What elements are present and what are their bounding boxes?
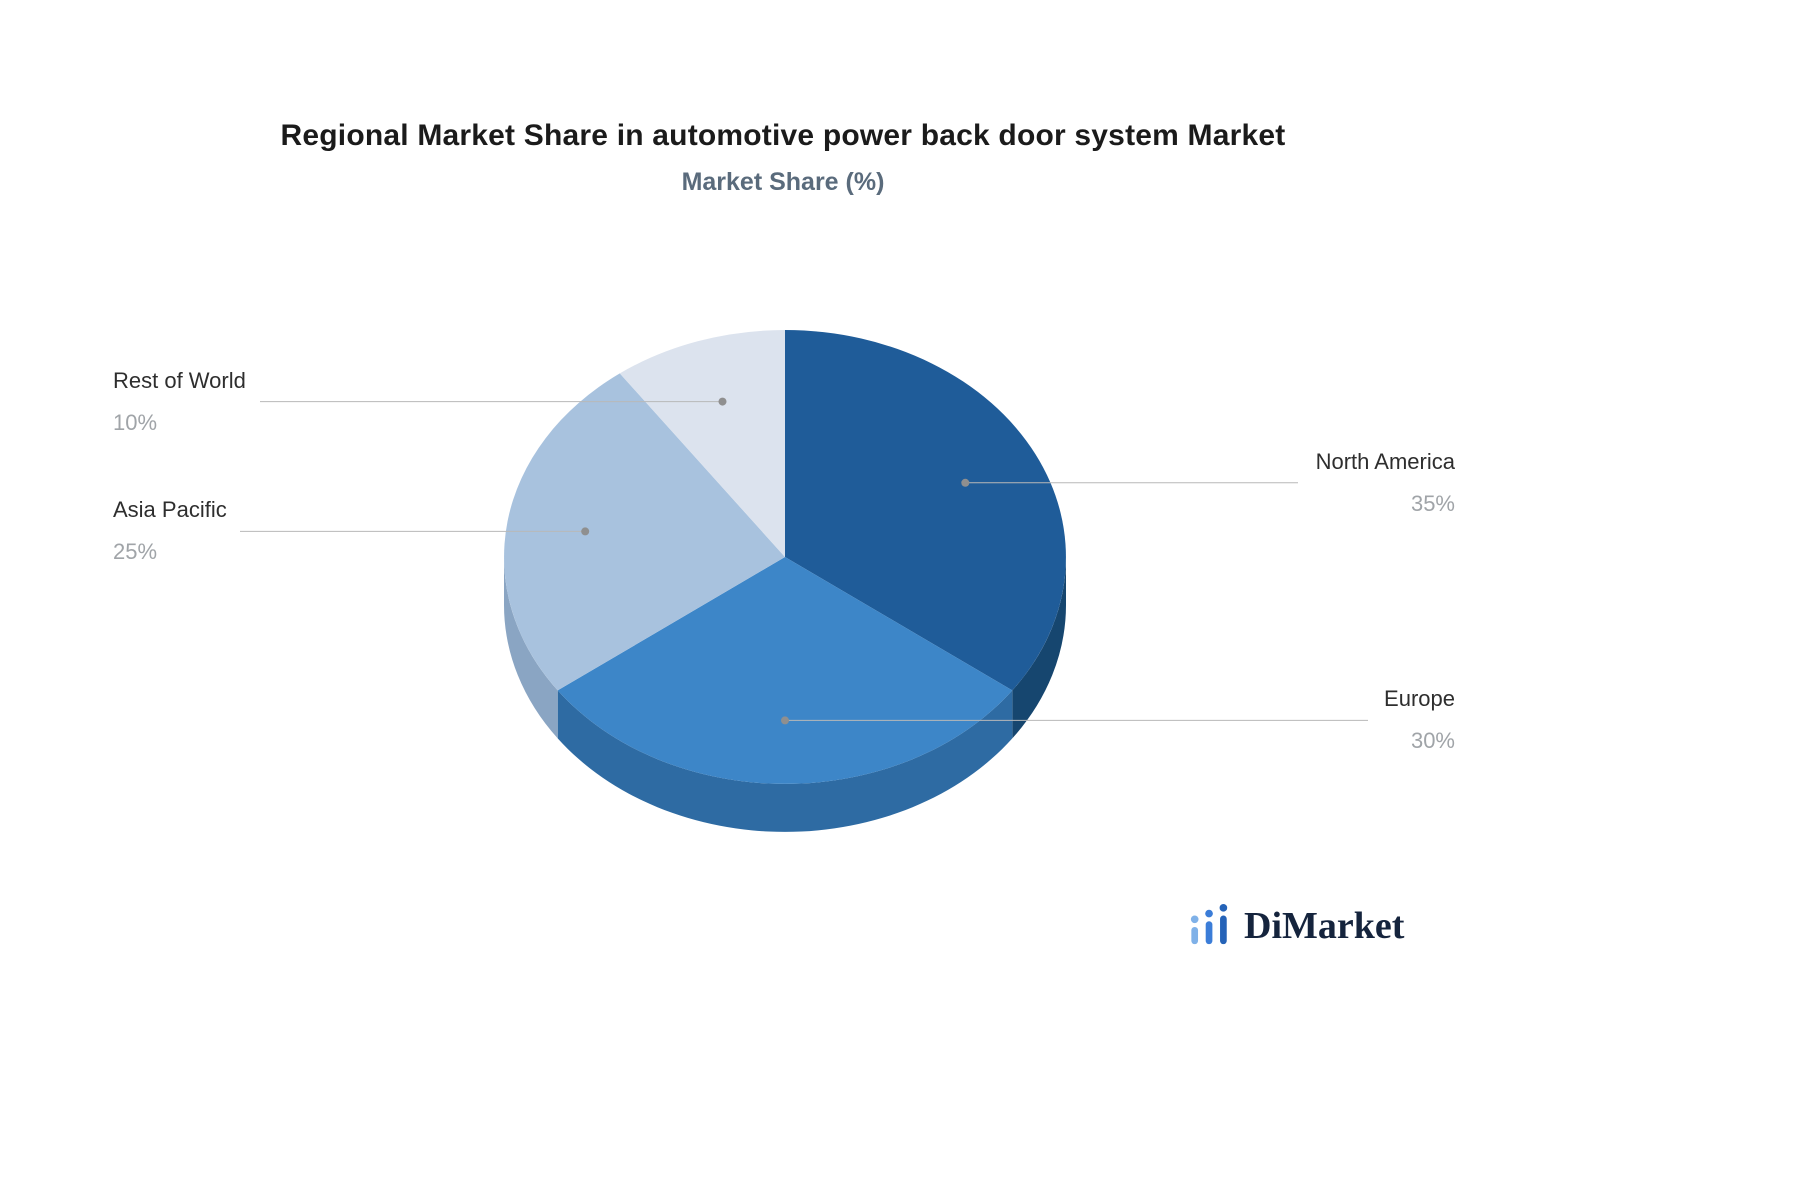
pie-slice-asia-pacific[interactable] bbox=[504, 373, 785, 691]
pie-slice-depth-north-america bbox=[1012, 557, 1066, 739]
pie-slice-depth-europe bbox=[557, 690, 1013, 832]
slice-anchor-dot-europe bbox=[781, 716, 789, 725]
slice-value-north-america: 35% bbox=[1410, 490, 1455, 516]
pie-slice-depth-asia-pacific bbox=[504, 557, 558, 739]
slice-anchor-dot-asia-pacific bbox=[581, 527, 590, 536]
slice-anchor-dot-north-america bbox=[961, 478, 970, 487]
slice-label-group-asia-pacific: Asia Pacific 25% bbox=[113, 497, 473, 565]
slice-value-rest-of-world: 10% bbox=[113, 409, 158, 435]
pie-slice-europe[interactable] bbox=[557, 557, 1013, 784]
pie-slice-north-america[interactable] bbox=[785, 330, 1066, 691]
slice-value-europe: 30% bbox=[1410, 728, 1455, 754]
chart-title: Regional Market Share in automotive powe… bbox=[280, 119, 1286, 152]
slice-label-group-europe: Europe 30% bbox=[1095, 686, 1455, 754]
chart-subtitle: Market Share (%) bbox=[681, 168, 885, 196]
slice-label-north-america: North America bbox=[1315, 448, 1455, 474]
slice-label-group-rest-of-world: Rest of World 10% bbox=[113, 368, 473, 436]
slice-value-asia-pacific: 25% bbox=[113, 539, 158, 565]
pie-slice-rest-of-world[interactable] bbox=[619, 330, 785, 557]
slice-anchor-dot-rest-of-world bbox=[718, 397, 727, 406]
brand-logo: DiMarket bbox=[1188, 903, 1404, 949]
brand-logo-text: DiMarket bbox=[1244, 905, 1405, 947]
slice-label-group-north-america: North America 35% bbox=[1095, 449, 1455, 517]
slice-label-europe: Europe bbox=[1384, 686, 1455, 712]
brand-logo-icon bbox=[1190, 904, 1228, 945]
slice-label-rest-of-world: Rest of World bbox=[113, 367, 246, 393]
slice-label-asia-pacific: Asia Pacific bbox=[113, 497, 227, 523]
